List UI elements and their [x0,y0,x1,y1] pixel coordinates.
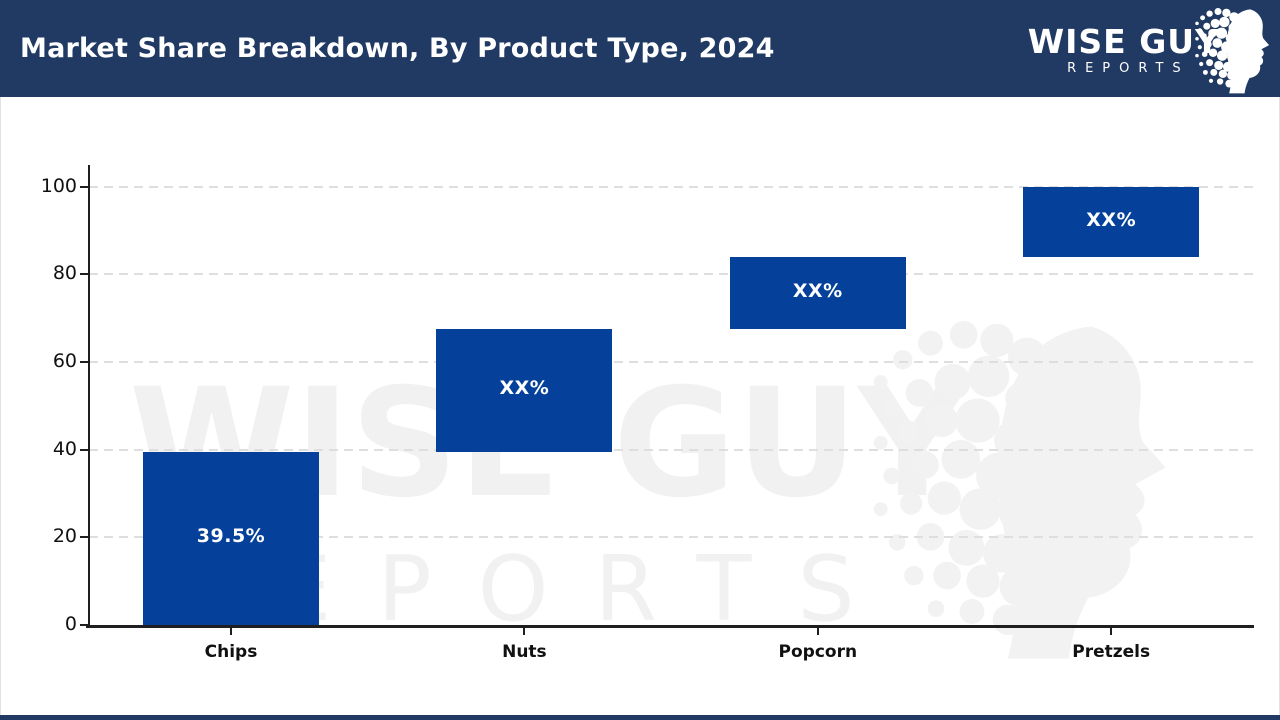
x-tick-label: Pretzels [1072,642,1151,662]
bar-nuts [436,328,613,452]
gridline [89,273,1254,276]
x-tickmark [523,628,526,635]
x-tickmark [816,628,819,635]
x-tick-label: Chips [204,642,258,662]
y-tickmark [80,185,89,188]
gridline [89,185,1254,188]
x-tick-label: Popcorn [778,642,858,662]
bar-pretzels [1023,186,1200,258]
chart-area: WISE GUY REPORTS 0 20 40 60 80 100 39.5% Chips X… [0,97,1280,715]
y-tick-label: 60 [52,349,77,372]
bar-label: XX% [499,377,550,400]
x-tickmark [1110,628,1113,635]
y-axis-spine [88,165,90,628]
gridline [89,360,1254,363]
bar-label: 39.5% [196,525,266,548]
y-tick-label: 0 [64,613,77,635]
logo-subtext: REPORTS [1067,60,1190,76]
y-tick-label: 20 [52,525,77,548]
y-tickmark [80,536,89,539]
gridline [89,536,1254,539]
wiseguy-logo: WISE GUY REPORTS [1028,6,1274,94]
bar-popcorn [729,257,906,329]
y-tickmark [80,448,89,451]
footer-stripe [0,715,1280,720]
y-tickmark [80,273,89,276]
y-tickmark [80,360,89,363]
x-axis-spine [86,625,1254,628]
y-tickmark [80,624,89,626]
header: Market Share Breakdown, By Product Type,… [0,0,1280,97]
logo-text: WISE GUY REPORTS [1028,25,1220,76]
y-tick-label: 80 [52,262,77,285]
waterfall-plot: 0 20 40 60 80 100 39.5% Chips XX% Nuts XX% Popcorn X… [1,97,1279,715]
bar-label: XX% [792,279,843,302]
y-tick-label: 40 [52,437,77,460]
gridline [89,448,1254,451]
x-tickmark [230,628,232,635]
y-tick-label: 100 [40,174,77,197]
bar-label: XX% [1086,208,1137,231]
bar-chips [143,451,319,625]
x-tick-label: Nuts [502,642,547,662]
logo-wordmark: WISE GUY [1027,21,1220,61]
chart-title: Market Share Breakdown, By Product Type,… [20,33,775,64]
